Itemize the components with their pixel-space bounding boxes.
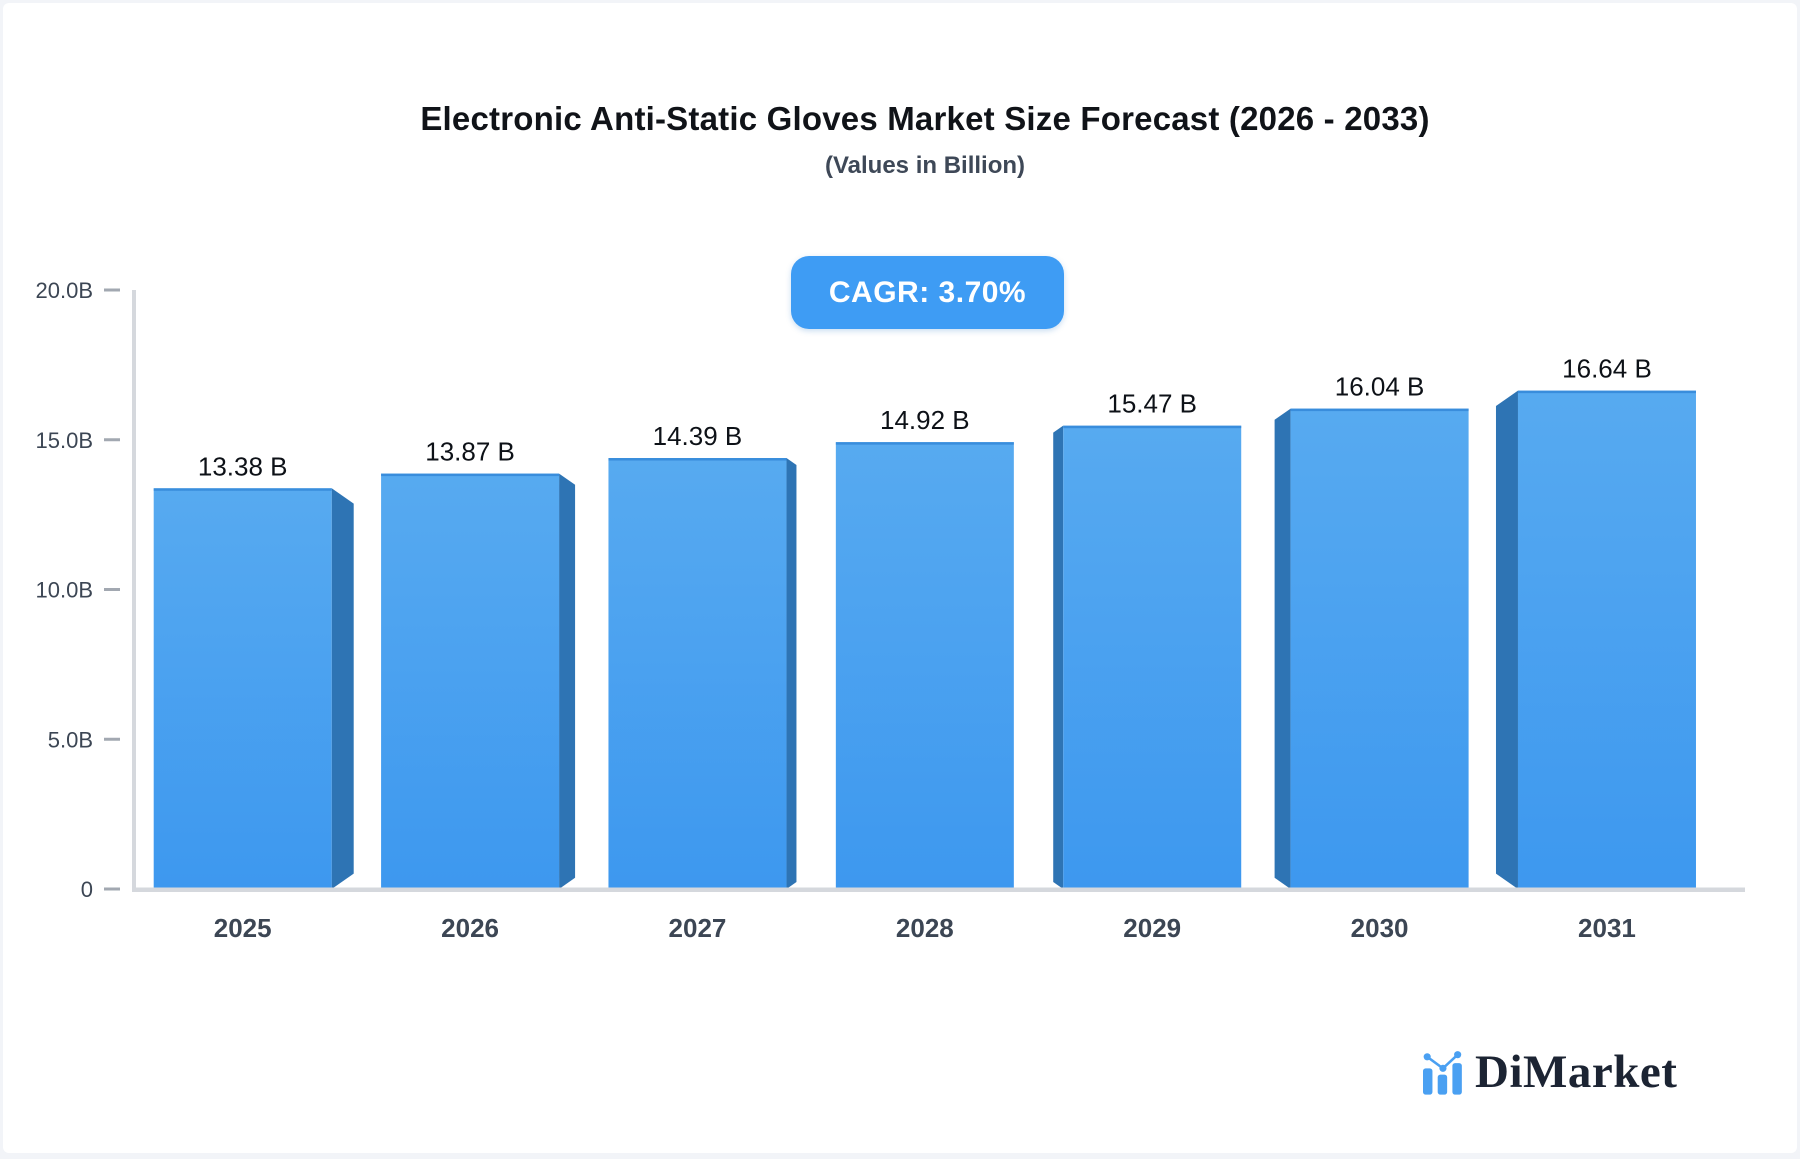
cagr-badge: CAGR: 3.70% [791,256,1064,329]
bar-2030[interactable] [1290,408,1469,889]
bar-chart: 0 5.0B 10.0B 15.0B 20.0B 13.38 B 2025 13.87 B 20… [36,278,1745,943]
bar-side-2031 [1495,390,1518,889]
bar-side-2029 [1053,425,1064,889]
bar-value-label-2031: 16.64 B [1562,354,1652,384]
y-tick-label-15.0B: 15.0B [36,428,94,453]
bar-side-2030 [1274,408,1291,889]
x-axis-label-2028: 2028 [896,913,954,943]
bar-side-2025 [331,488,354,889]
chart-card: Electronic Anti-Static Gloves Market Siz… [3,3,1797,1153]
x-axis-line [132,887,1745,892]
bar-2028[interactable] [835,442,1014,889]
bar-2027[interactable] [608,458,787,889]
bar-top-edge-2031 [1517,390,1696,394]
bar-value-label-2029: 15.47 B [1107,389,1197,419]
bar-2026[interactable] [381,473,560,889]
bar-value-label-2026: 13.87 B [425,437,515,467]
y-tick-0 [104,887,120,891]
bar-value-label-2025: 13.38 B [198,451,288,481]
y-tick-3 [104,438,120,442]
logo-line-markers [1423,1051,1462,1072]
x-axis-label-2031: 2031 [1578,913,1636,943]
x-axis-label-2030: 2030 [1351,913,1409,943]
dimarket-logo-text: DiMarket [1475,1045,1678,1098]
x-axis-label-2027: 2027 [669,913,727,943]
logo-bars [1423,1063,1462,1095]
x-axis-label-2029: 2029 [1123,913,1181,943]
bar-value-label-2028: 14.92 B [880,405,970,435]
y-tick-4 [104,288,120,292]
bar-top-edge-2026 [381,473,560,477]
bar-top-edge-2029 [1063,425,1242,429]
bar-2031[interactable] [1517,390,1696,889]
x-axis-label-2026: 2026 [441,913,499,943]
y-tick-label-5.0B: 5.0B [48,727,93,752]
y-tick-label-20.0B: 20.0B [36,278,94,303]
y-axis-line [132,290,136,891]
bar-side-2027 [786,458,797,889]
dimarket-logo: DiMarket [1423,1039,1677,1095]
y-tick-label-0: 0 [81,877,93,902]
bar-value-label-2027: 14.39 B [653,421,743,451]
bar-value-label-2030: 16.04 B [1335,372,1425,402]
y-tick-2 [104,588,120,591]
bar-top-edge-2028 [835,442,1014,445]
cagr-badge-label: CAGR: 3.70% [828,275,1027,309]
bar-2025[interactable] [153,488,332,889]
y-tick-label-10.0B: 10.0B [36,578,94,603]
dimarket-logo-icon [1423,1051,1462,1095]
bar-side-2026 [559,473,576,889]
chart-subtitle: (Values in Billion) [824,152,1026,179]
bar-top-edge-2027 [608,458,787,461]
bar-top-edge-2030 [1290,408,1469,412]
y-tick-1 [104,737,120,741]
chart-title: Electronic Anti-Static Gloves Market Siz… [420,100,1430,137]
x-axis-label-2025: 2025 [214,913,272,943]
bar-top-edge-2025 [153,488,332,491]
bar-2029[interactable] [1063,425,1242,889]
